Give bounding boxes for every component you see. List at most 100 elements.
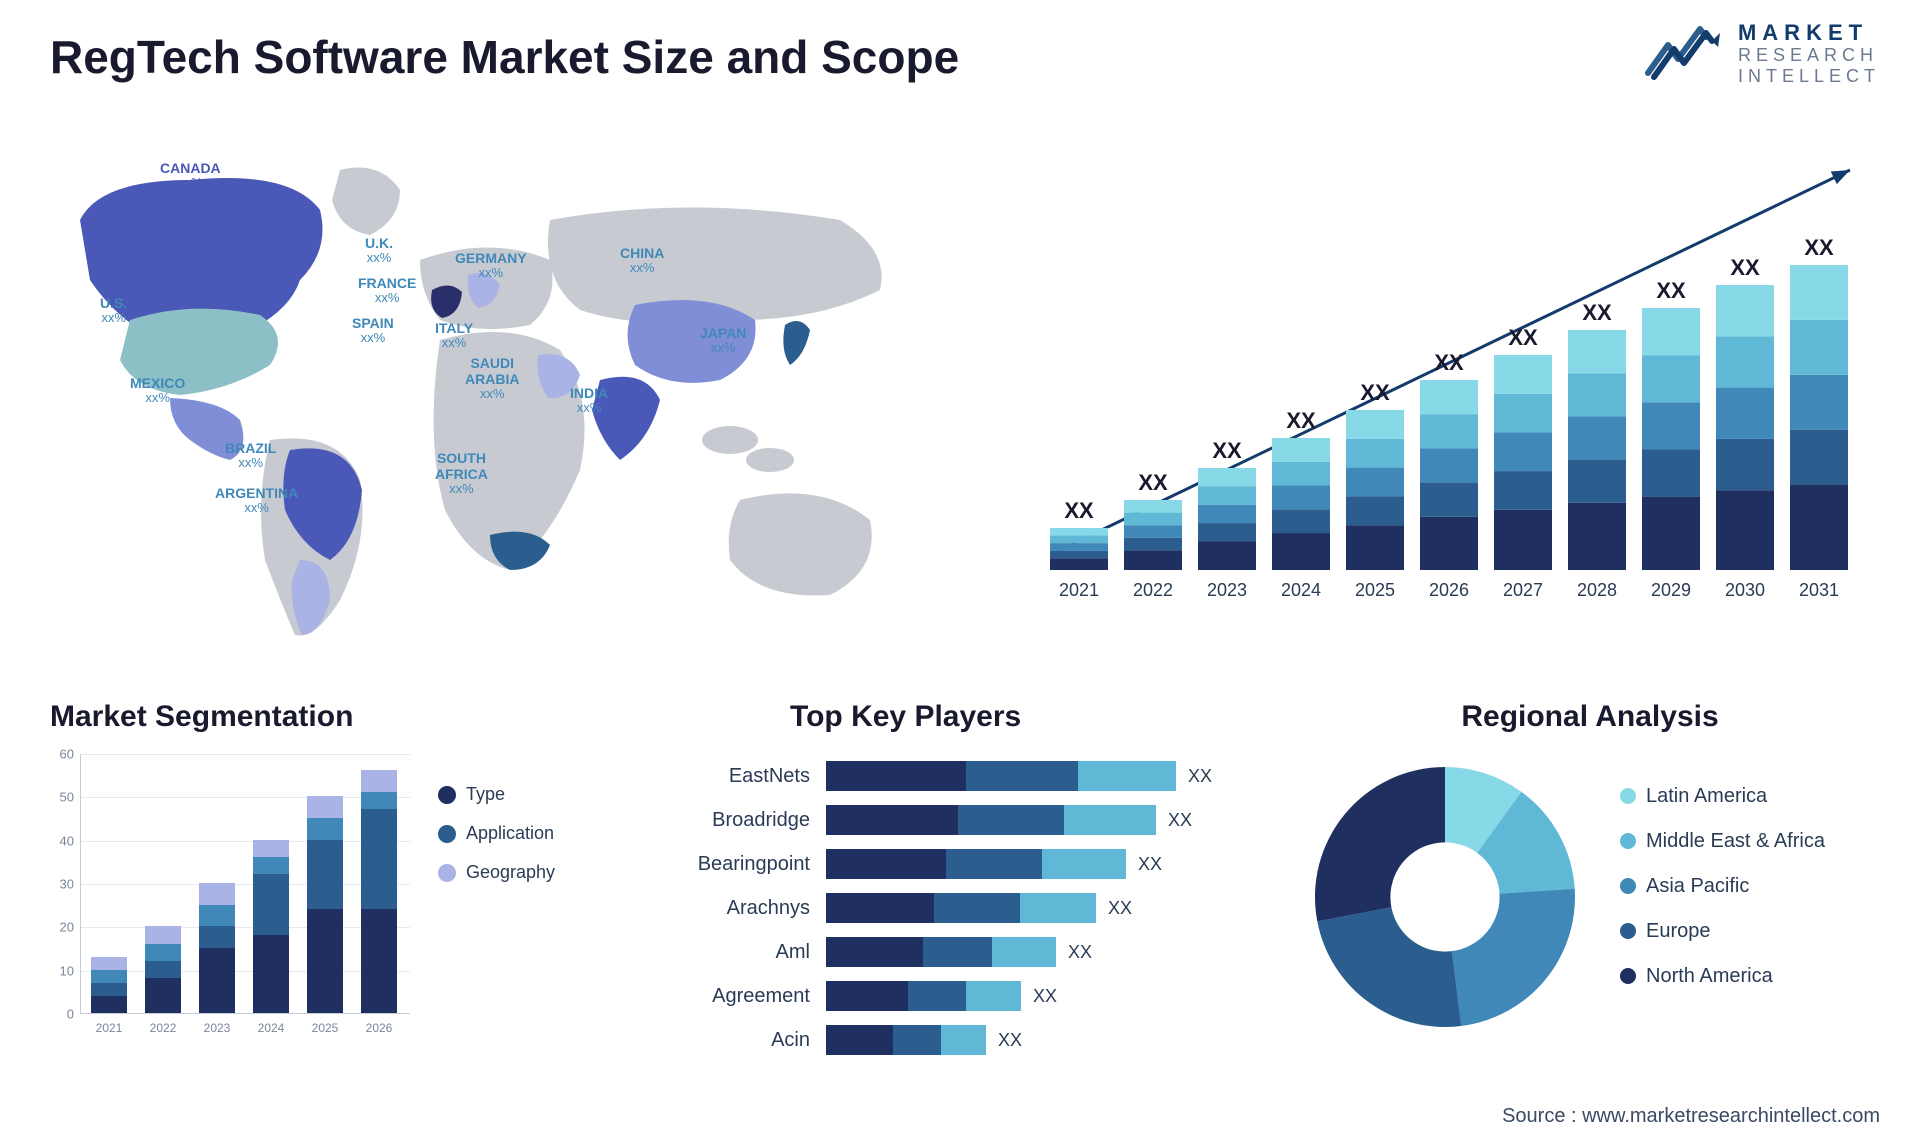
growth-bar-year: 2022 (1133, 580, 1173, 600)
map-label-india: INDIAxx% (570, 385, 608, 416)
segmentation-ytick: 50 (60, 790, 74, 805)
growth-bar-segment (1790, 265, 1848, 320)
player-bar-segment (923, 937, 992, 967)
regional-section: Regional Analysis Latin America Middle Ea… (1300, 700, 1880, 1042)
player-bar-segment (826, 1025, 893, 1055)
growth-bar-segment (1494, 355, 1552, 394)
logo-text-2: RESEARCH (1738, 45, 1880, 66)
player-bar-segment (958, 805, 1064, 835)
growth-bar-segment (1198, 468, 1256, 486)
player-bar-segment (908, 981, 967, 1011)
segmentation-bar-segment (145, 944, 181, 961)
map-label-china: CHINAxx% (620, 245, 664, 276)
regional-legend-item: Middle East & Africa (1620, 830, 1825, 853)
growth-bar-segment (1568, 416, 1626, 459)
segmentation-xlabel: 2022 (145, 1021, 181, 1035)
player-bar-segment (1042, 849, 1126, 879)
segmentation-bar: 2026 (361, 770, 397, 1013)
growth-bar-segment (1050, 528, 1108, 536)
map-label-u.s.: U.S.xx% (100, 295, 127, 326)
map-label-south-africa: SOUTHAFRICAxx% (435, 450, 488, 497)
segmentation-xlabel: 2025 (307, 1021, 343, 1035)
growth-bar-segment (1568, 373, 1626, 416)
segmentation-legend-item: Geography (438, 862, 555, 883)
map-label-italy: ITALYxx% (435, 320, 473, 351)
growth-bar-segment (1346, 525, 1404, 570)
growth-bar-segment (1198, 486, 1256, 504)
map-label-germany: GERMANYxx% (455, 250, 527, 281)
growth-bar-segment (1642, 497, 1700, 570)
legend-dot (1620, 968, 1636, 984)
segmentation-bar-segment (307, 909, 343, 1013)
legend-dot (438, 825, 456, 843)
player-row: XX (826, 1018, 1280, 1062)
growth-bar-segment (1272, 486, 1330, 510)
growth-bar-year: 2024 (1281, 580, 1321, 600)
player-value: XX (1068, 942, 1092, 963)
map-label-japan: JAPANxx% (700, 325, 746, 356)
segmentation-bar-segment (361, 909, 397, 1013)
growth-bar-segment (1790, 485, 1848, 570)
segmentation-bar: 2021 (91, 957, 127, 1013)
growth-bar-label: XX (1360, 380, 1390, 405)
segmentation-xlabel: 2026 (361, 1021, 397, 1035)
segmentation-bar-segment (199, 926, 235, 948)
growth-bar-label: XX (1656, 278, 1686, 303)
growth-bar-segment (1346, 439, 1404, 468)
regional-header: Regional Analysis (1300, 700, 1880, 734)
regional-legend-item: Latin America (1620, 785, 1825, 808)
growth-bar-label: XX (1804, 235, 1834, 260)
segmentation-xlabel: 2024 (253, 1021, 289, 1035)
growth-bar-segment (1198, 505, 1256, 523)
player-value: XX (998, 1030, 1022, 1051)
growth-bar-segment (1420, 448, 1478, 482)
legend-label: North America (1646, 965, 1773, 988)
growth-bar-segment (1124, 525, 1182, 538)
growth-bar-segment (1272, 509, 1330, 533)
segmentation-bar-segment (253, 935, 289, 1013)
map-label-france: FRANCExx% (358, 275, 416, 306)
regional-legend-item: Asia Pacific (1620, 875, 1825, 898)
player-row: XX (826, 842, 1280, 886)
segmentation-bar: 2023 (199, 883, 235, 1013)
segmentation-bar-segment (361, 770, 397, 792)
growth-bar-segment (1272, 438, 1330, 462)
player-row: XX (826, 886, 1280, 930)
map-label-canada: CANADAxx% (160, 160, 221, 191)
regional-legend-item: North America (1620, 965, 1825, 988)
segmentation-bar-segment (91, 957, 127, 970)
growth-bar-year: 2021 (1059, 580, 1099, 600)
player-bar-segment (826, 849, 946, 879)
segmentation-xlabel: 2021 (91, 1021, 127, 1035)
segmentation-bar-segment (307, 818, 343, 840)
growth-bar-label: XX (1508, 325, 1538, 350)
player-bar-segment (946, 849, 1042, 879)
legend-dot (1620, 788, 1636, 804)
growth-bar-segment (1642, 355, 1700, 402)
player-name: Bearingpoint (640, 842, 810, 886)
growth-bar-segment (1790, 375, 1848, 430)
growth-bar-segment (1420, 380, 1478, 414)
map-label-saudi-arabia: SAUDIARABIAxx% (465, 355, 519, 402)
segmentation-ytick: 30 (60, 877, 74, 892)
segmentation-y-axis: 0102030405060 (50, 754, 80, 1014)
players-section: Top Key Players EastNetsBroadridgeBearin… (640, 700, 1280, 1062)
player-name: Acin (640, 1018, 810, 1062)
growth-bar-segment (1790, 430, 1848, 485)
growth-bar-segment (1198, 523, 1256, 541)
segmentation-bar-segment (199, 905, 235, 927)
growth-bar-segment (1494, 394, 1552, 433)
brand-logo: MARKET RESEARCH INTELLECT (1644, 20, 1880, 87)
player-row: XX (826, 754, 1280, 798)
page-title: RegTech Software Market Size and Scope (50, 30, 959, 84)
legend-label: Latin America (1646, 785, 1767, 808)
legend-dot (438, 786, 456, 804)
growth-bar-segment (1346, 468, 1404, 497)
segmentation-bar-segment (91, 996, 127, 1013)
legend-label: Type (466, 784, 505, 805)
player-value: XX (1138, 854, 1162, 875)
segmentation-ytick: 10 (60, 963, 74, 978)
growth-bar-segment (1494, 432, 1552, 471)
segmentation-bar: 2022 (145, 926, 181, 1013)
player-bar-segment (966, 981, 1021, 1011)
